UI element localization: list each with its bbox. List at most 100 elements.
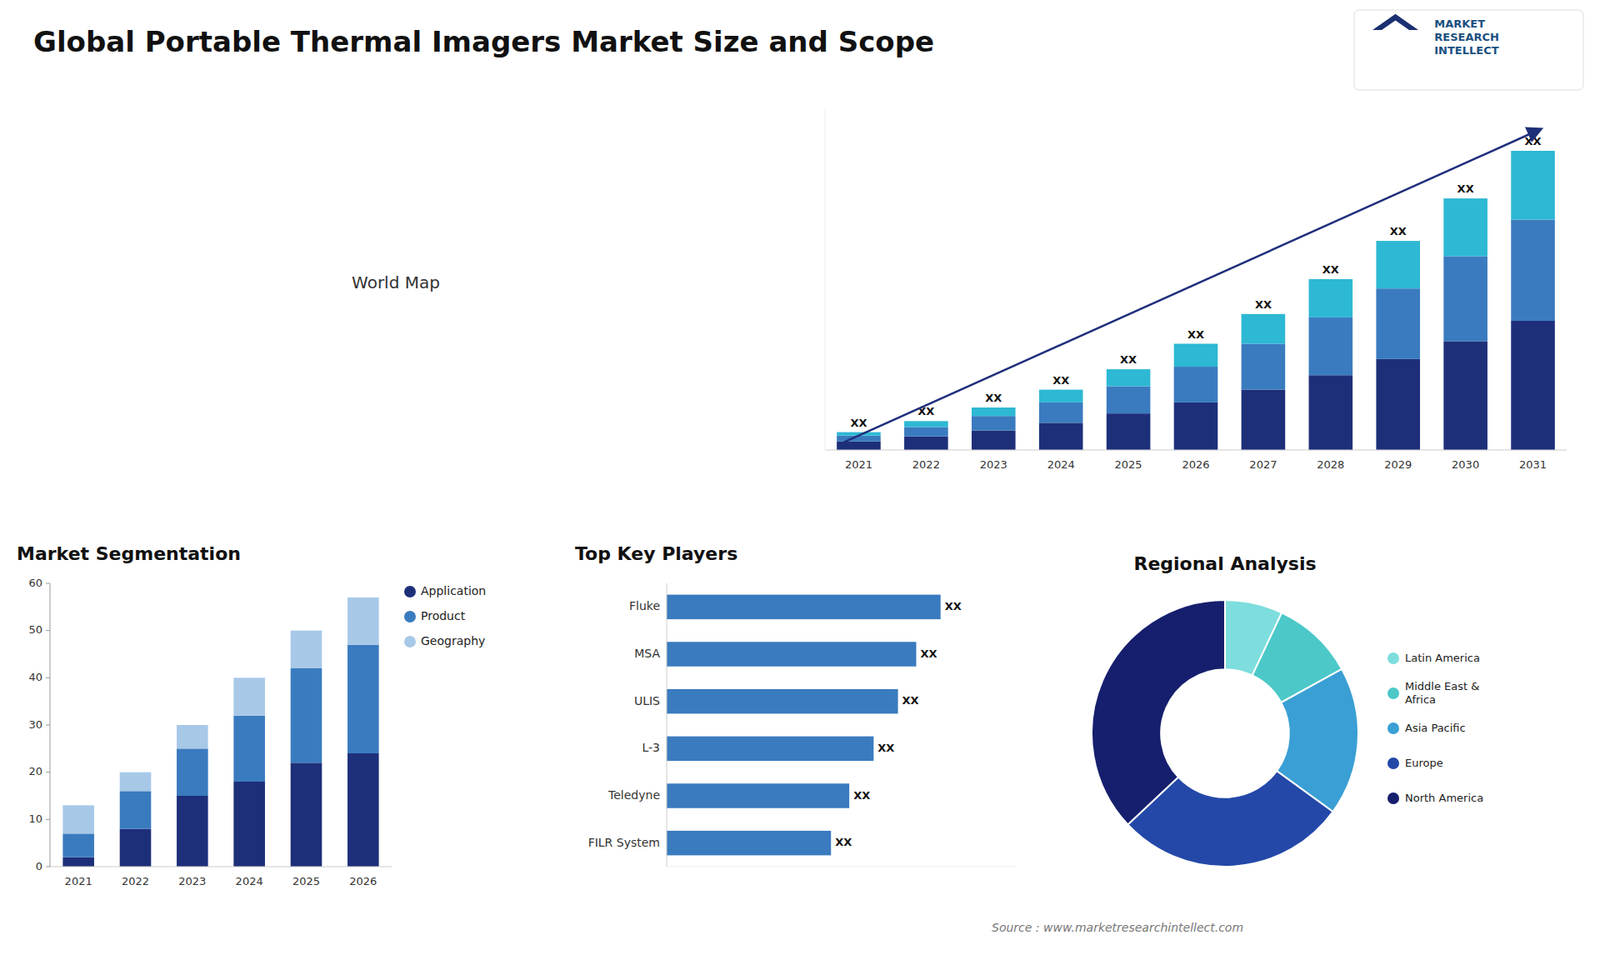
- bar-segment: [971, 415, 1016, 430]
- bar: [666, 830, 831, 855]
- plot-area: [836, 150, 1555, 450]
- bar-segment: [1174, 366, 1219, 403]
- page: Global Portable Thermal Imagers Market S…: [0, 0, 1600, 955]
- bar-segment: [904, 436, 949, 450]
- bar-segment: [1309, 317, 1354, 375]
- data-label: XX: [835, 835, 852, 849]
- y-tick: [45, 771, 50, 773]
- y-tick-label: MSA: [634, 646, 660, 660]
- x-tick-label: 2023: [178, 875, 206, 888]
- legend-label: Latin America: [1405, 651, 1480, 665]
- data-label: XX: [945, 600, 962, 613]
- bar-segment: [1510, 220, 1555, 321]
- y-axis-line: [50, 583, 51, 867]
- bar: [666, 641, 916, 666]
- legend-swatch: [404, 635, 416, 648]
- bar-segment: [290, 668, 323, 763]
- y-tick: [45, 583, 50, 585]
- y-tick-label: Fluke: [629, 599, 660, 613]
- y-axis-line: [825, 108, 826, 450]
- bar-segment: [1106, 369, 1151, 386]
- bar-segment: [1241, 390, 1286, 450]
- map-placeholder: World Map: [351, 272, 440, 293]
- data-label: XX: [1525, 135, 1542, 148]
- x-tick-label: 2025: [292, 875, 320, 888]
- legend-label: North America: [1405, 791, 1484, 805]
- bar-segment: [1106, 386, 1151, 415]
- trend-arrow: [838, 129, 1540, 445]
- bar-segment: [1375, 288, 1420, 360]
- legend-swatch: [404, 610, 416, 623]
- text-line: Latin America: [1405, 651, 1480, 665]
- y-tick-label: 60: [28, 576, 43, 590]
- data-label: XX: [853, 789, 870, 802]
- bar-segment: [1443, 340, 1488, 450]
- y-tick: [45, 677, 50, 679]
- x-tick-label: 2031: [1519, 458, 1547, 471]
- logo-text: RESEARCH: [1434, 30, 1500, 44]
- bar-segment: [1039, 390, 1084, 403]
- x-axis-line: [50, 866, 392, 868]
- bar-segment: [1510, 150, 1555, 220]
- bar-segment: [971, 430, 1016, 450]
- x-axis-line: [825, 450, 1567, 451]
- y-axis-line: [666, 583, 668, 867]
- x-tick-label: 2024: [1047, 458, 1075, 471]
- x-tick-label: 2030: [1451, 458, 1480, 471]
- bar-segment: [1174, 344, 1219, 368]
- bar-segment: [1375, 240, 1420, 289]
- y-tick-label: Teledyne: [607, 788, 660, 802]
- bar-segment: [1375, 359, 1420, 450]
- x-tick-label: 2021: [65, 875, 93, 888]
- plot-area: [62, 597, 379, 867]
- y-tick: [45, 819, 50, 820]
- bar-segment: [176, 795, 209, 867]
- legend-label: Product: [420, 609, 466, 623]
- chart-title: Market Segmentation: [16, 543, 241, 565]
- text-line: North America: [1405, 791, 1484, 805]
- bar-segment: [120, 790, 152, 829]
- bar-segment: [1309, 375, 1354, 450]
- data-label: XX: [1457, 182, 1475, 195]
- data-label: XX: [920, 647, 937, 660]
- legend: Application Product Geography: [404, 584, 486, 648]
- bar-segment: [1106, 413, 1151, 450]
- data-label: XX: [877, 741, 895, 755]
- legend-label: Europe: [1405, 756, 1444, 770]
- text-line: Asia Pacific: [1405, 721, 1466, 735]
- legend-swatch: [1387, 687, 1400, 700]
- legend-swatch: [1387, 757, 1400, 770]
- bar: [666, 595, 941, 620]
- logo-text: MARKET: [1434, 17, 1485, 30]
- data-label: XX: [1187, 328, 1205, 341]
- bar-segment: [233, 677, 265, 715]
- data-label: XX: [1322, 263, 1340, 276]
- y-tick-label: 30: [28, 718, 43, 731]
- data-label: XX: [902, 694, 920, 707]
- bar-segment: [62, 833, 95, 857]
- y-tick-label: FILR System: [588, 835, 660, 850]
- legend-swatch: [404, 585, 416, 598]
- bar-segment: [1443, 255, 1488, 341]
- legend-label: Asia Pacific: [1405, 721, 1466, 735]
- legend-label: Middle East &Africa: [1405, 680, 1480, 706]
- donut-slice: [1091, 600, 1225, 825]
- legend-swatch: [1387, 722, 1400, 735]
- legend-label: Geography: [420, 634, 485, 648]
- bar-segment: [233, 781, 265, 867]
- bar: [666, 689, 899, 714]
- logo-text: INTELLECT: [1434, 44, 1499, 57]
- bar-segment: [176, 725, 209, 749]
- bar-segment: [904, 420, 949, 427]
- x-tick-label: 2026: [1181, 458, 1210, 471]
- source-text: Source : www.marketresearchintellect.com: [991, 920, 1244, 935]
- logo: MARKETRESEARCHINTELLECT: [1354, 10, 1584, 90]
- y-tick-label: 0: [35, 860, 43, 873]
- bar-segment: [347, 597, 380, 645]
- logo-symbol: [1372, 14, 1419, 30]
- y-tick: [45, 630, 50, 631]
- y-tick: [45, 866, 50, 868]
- legend-label: Application: [420, 584, 486, 598]
- chart-title: Top Key Players: [575, 543, 738, 565]
- y-tick-label: 40: [28, 670, 43, 684]
